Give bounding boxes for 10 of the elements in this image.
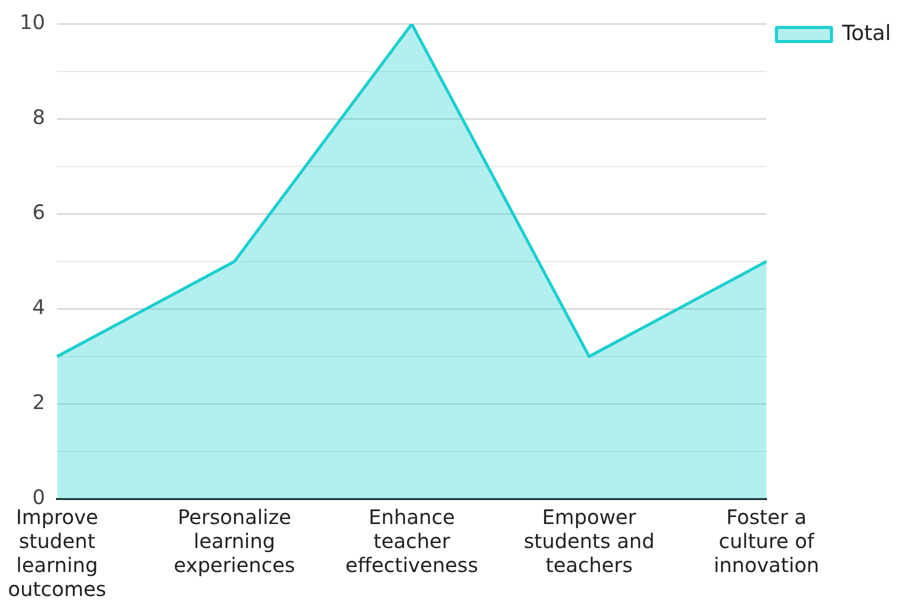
x-tick-label: Foster a culture of innovation bbox=[714, 505, 820, 578]
y-tick-label: 6 bbox=[32, 200, 46, 224]
x-tick-label: Personalize learning experiences bbox=[174, 505, 296, 578]
legend-label: Total bbox=[840, 20, 891, 45]
x-tick-label: Enhance teacher effectiveness bbox=[345, 505, 478, 578]
y-tick-label: 2 bbox=[32, 390, 46, 414]
y-tick-label: 8 bbox=[32, 105, 46, 130]
y-tick-label: 10 bbox=[20, 10, 46, 34]
y-tick-label: 4 bbox=[32, 295, 46, 320]
x-tick-label: Empower students and teachers bbox=[524, 505, 655, 578]
